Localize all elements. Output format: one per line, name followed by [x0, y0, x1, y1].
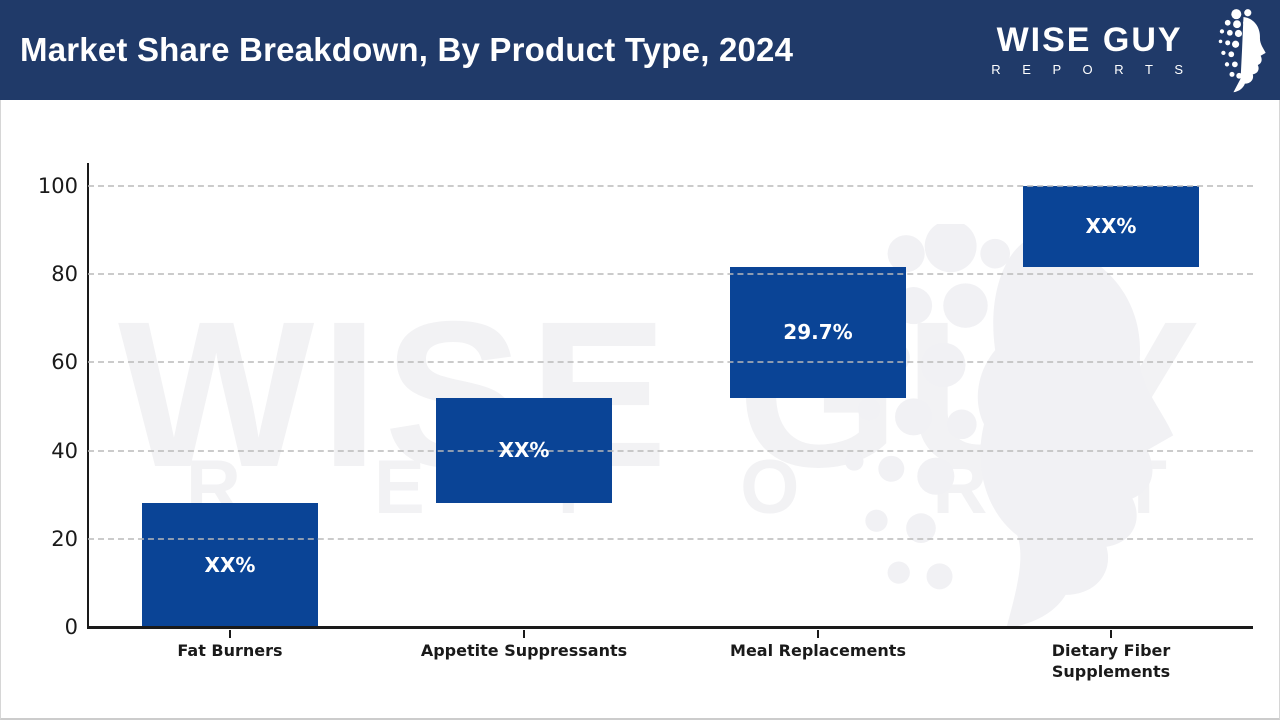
bar-value-label: XX%: [1085, 214, 1137, 239]
x-tick: [523, 630, 525, 638]
y-tick-label: 100: [37, 174, 78, 198]
y-tick-label: 20: [51, 526, 78, 551]
page-title: Market Share Breakdown, By Product Type,…: [20, 31, 794, 68]
bar-dietary-fiber-supplements: [1023, 186, 1199, 267]
category-label-1: Appetite Suppressants: [420, 641, 628, 660]
bar-value-label: XX%: [204, 552, 256, 577]
wise-guy-head-icon: [1218, 9, 1266, 93]
bar-meal-replacements: [730, 266, 906, 398]
x-tick: [1110, 630, 1112, 638]
brand-logo-text: WISE GUY R E P O R T S: [987, 23, 1192, 77]
y-tick-label: 0: [64, 615, 78, 639]
brand-name: WISE GUY: [996, 21, 1183, 59]
category-label-0: Fat Burners: [177, 641, 283, 660]
y-axis-line: [87, 163, 89, 629]
gridline-80: [88, 273, 1253, 276]
y-tick-label: 40: [51, 438, 78, 463]
gridline-100: [88, 185, 1253, 187]
bar-fat-burners: [142, 502, 318, 627]
header-band: Market Share Breakdown, By Product Type,…: [0, 0, 1280, 100]
gridline-60: [88, 361, 1253, 364]
category-label-2: Meal Replacements: [730, 641, 906, 660]
gridline-20: [88, 537, 1253, 540]
x-tick: [817, 630, 819, 638]
x-axis-line: [88, 626, 1253, 629]
gridline-40: [88, 449, 1253, 452]
x-tick: [229, 630, 231, 638]
category-label-3: Dietary Fiber Supplements: [1051, 641, 1171, 681]
brand-subtitle: R E P O R T S: [991, 62, 1192, 77]
y-tick-label: 80: [51, 262, 78, 287]
y-tick-label: 60: [51, 350, 78, 375]
bar-value-label: 29.7%: [783, 320, 853, 345]
bar-value-label: XX%: [498, 438, 550, 463]
brand-logo: WISE GUY R E P O R T S: [987, 7, 1268, 93]
